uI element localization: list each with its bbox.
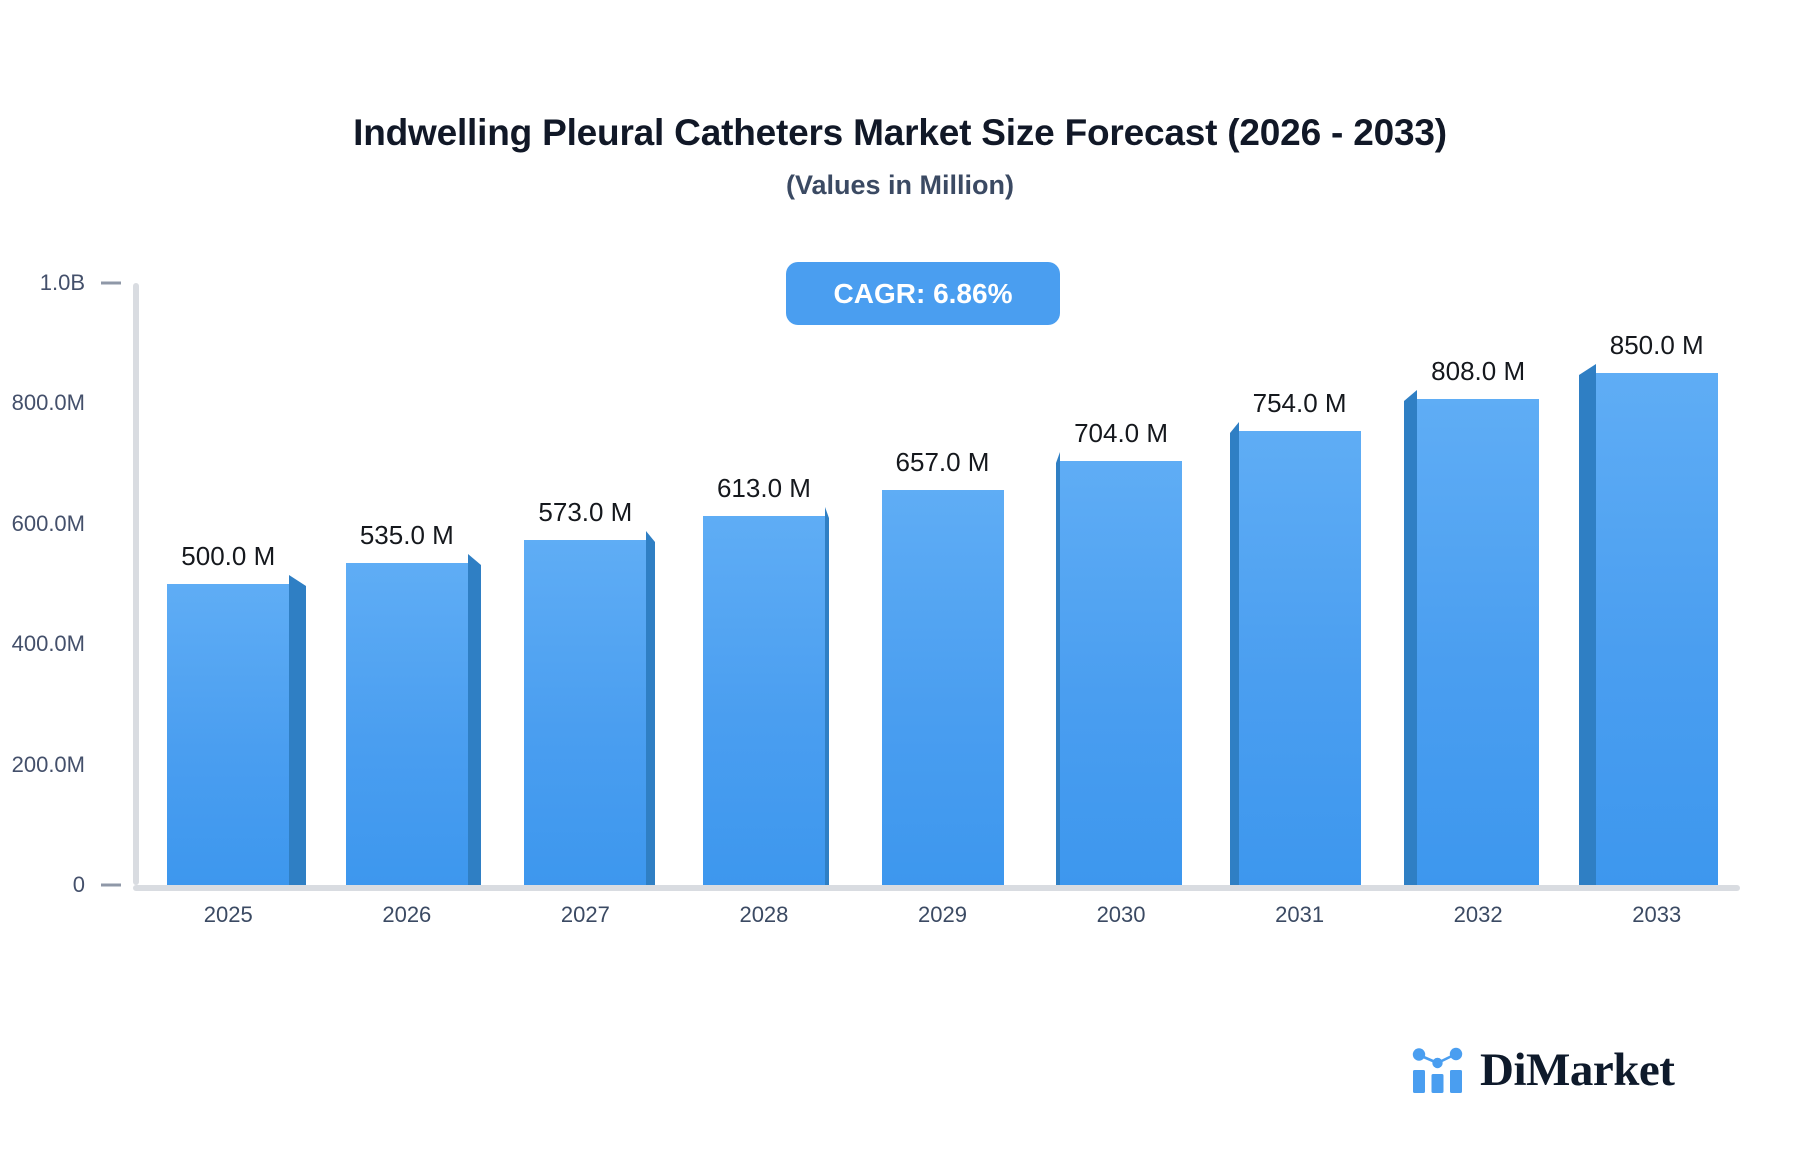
bar-side-body — [1229, 433, 1239, 885]
bar-side-cap — [289, 575, 307, 586]
bar-side-body — [467, 564, 481, 885]
bar-2025[interactable]: 500.0 M — [167, 541, 307, 885]
page-title: Indwelling Pleural Catheters Market Size… — [353, 112, 1447, 153]
y-axis-tick-label: 600.0M — [11, 510, 85, 536]
bar-side-cap — [467, 553, 481, 565]
bar-value-label: 704.0 M — [1074, 418, 1169, 449]
x-axis-tick-label: 2027 — [560, 902, 610, 927]
bar-side-face — [1229, 421, 1239, 885]
x-axis-tick-label: 2033 — [1632, 902, 1682, 927]
bar-value-label: 500.0 M — [181, 541, 276, 571]
x-axis-tick-label: 2032 — [1453, 902, 1503, 927]
y-axis-tick-label: 200.0M — [11, 751, 85, 777]
y-axis-tick-label: 400.0M — [11, 631, 85, 657]
bar-side-body — [1056, 463, 1061, 885]
logo-text: DiMarket — [1480, 1044, 1675, 1096]
bar-front-face — [1238, 431, 1361, 885]
bar-2029[interactable]: 657.0 M — [881, 447, 1004, 885]
bar-side-face — [467, 553, 481, 885]
x-axis-tick-label: 2030 — [1096, 902, 1146, 927]
bar-2028[interactable]: 613.0 M — [702, 473, 829, 885]
bar-side-face — [1404, 389, 1418, 885]
bar-front-face — [1060, 461, 1183, 885]
bar-side-cap — [1229, 422, 1239, 434]
bar-side-cap — [824, 506, 829, 518]
bar-side-face — [289, 574, 307, 885]
y-axis-tick-label: 1.0B — [39, 270, 85, 295]
y-axis-tick-mark — [101, 281, 121, 285]
bar-side-cap — [1578, 364, 1596, 376]
bar-front-face — [881, 489, 1004, 885]
bar-value-label: 754.0 M — [1252, 388, 1347, 419]
x-axis-line — [133, 885, 1740, 891]
bar-side-body — [1578, 375, 1596, 885]
x-axis-tick-label: 2025 — [203, 902, 253, 927]
bar-2033[interactable]: 850.0 M — [1578, 330, 1718, 885]
x-axis-tick-label: 2026 — [382, 902, 432, 927]
bar-2032[interactable]: 808.0 M — [1404, 356, 1540, 885]
bar-front-face — [1595, 373, 1718, 885]
cagr-badge-label: CAGR: 6.86% — [833, 277, 1013, 309]
y-axis-tick-label: 800.0M — [11, 390, 85, 416]
bar-front-face — [702, 515, 825, 885]
bar-side-cap — [1404, 389, 1418, 401]
x-axis-tick-label: 2028 — [739, 902, 789, 927]
bar-side-body — [646, 542, 656, 885]
bar-side-face — [1056, 451, 1061, 885]
bar-side-body — [824, 517, 829, 885]
x-axis-tick-label: 2031 — [1275, 902, 1325, 927]
bar-side-cap — [646, 531, 656, 543]
brand-logo: DiMarket — [1410, 1043, 1675, 1097]
bar-2030[interactable]: 704.0 M — [1056, 418, 1183, 885]
chart-subtitle: (Values in Million) — [785, 170, 1015, 200]
y-axis-tick-mark — [101, 883, 121, 887]
y-axis-line — [133, 283, 139, 885]
bar-front-face — [167, 584, 290, 885]
bar-2026[interactable]: 535.0 M — [345, 520, 481, 885]
bar-front-face — [524, 540, 647, 885]
bar-front-face — [345, 562, 468, 885]
y-axis-tick-label: 0 — [72, 872, 85, 897]
bar-value-label: 573.0 M — [538, 497, 633, 528]
bar-value-label: 613.0 M — [716, 472, 811, 503]
cagr-badge: CAGR: 6.86% — [786, 262, 1060, 325]
bar-side-face — [824, 506, 829, 885]
bar-side-body — [1404, 400, 1418, 885]
bar-value-label: 808.0 M — [1431, 355, 1526, 386]
bar-value-label: 535.0 M — [359, 519, 454, 550]
bar-2027[interactable]: 573.0 M — [524, 497, 656, 885]
bar-side-face — [1578, 363, 1596, 885]
bar-front-face — [1417, 398, 1540, 885]
x-axis-tick-label: 2029 — [918, 902, 967, 927]
bar-value-label: 850.0 M — [1609, 330, 1704, 361]
bar-value-label: 657.0 M — [895, 446, 990, 477]
bar-chart-icon — [1412, 1047, 1463, 1093]
plot-area: 500.0 M 535.0 M 573.0 M 613.0 M 657.0 M 704.0… — [133, 283, 1733, 885]
bar-side-body — [289, 586, 307, 885]
bar-side-face — [646, 530, 656, 885]
bar-2031[interactable]: 754.0 M — [1229, 388, 1361, 885]
bar-side-cap — [1056, 452, 1061, 464]
y-axis: 1.0B 800.0M 600.0M 400.0M 200.0M 0 — [0, 0, 133, 1156]
